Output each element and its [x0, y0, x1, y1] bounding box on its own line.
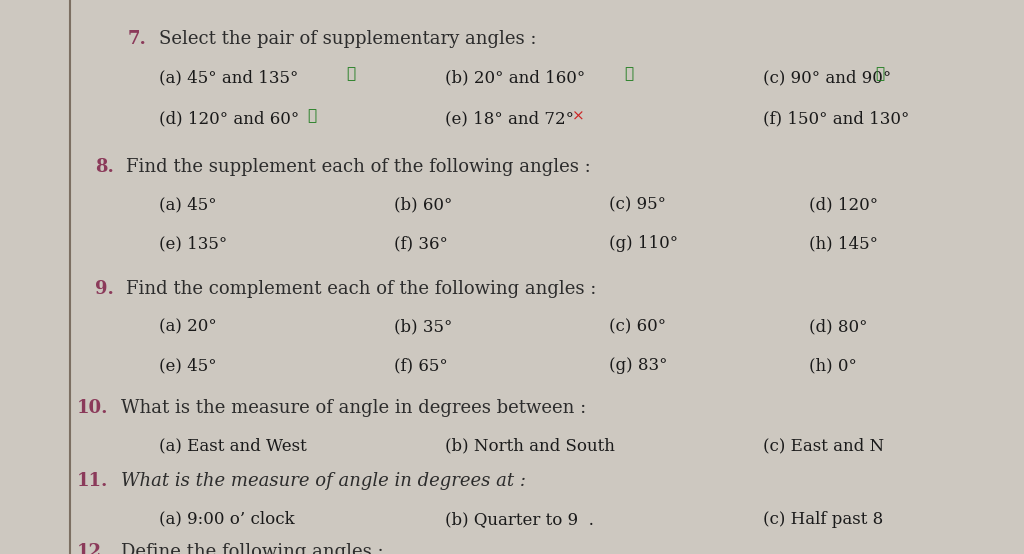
- Text: (c) East and N: (c) East and N: [763, 438, 884, 455]
- Text: (d) 120° and 60°: (d) 120° and 60°: [159, 111, 299, 128]
- Text: Select the pair of supplementary angles :: Select the pair of supplementary angles …: [159, 30, 537, 48]
- Text: (h) 145°: (h) 145°: [809, 235, 878, 253]
- Text: (c) Half past 8: (c) Half past 8: [763, 511, 883, 528]
- Text: 11.: 11.: [77, 472, 109, 490]
- Text: (f) 150° and 130°: (f) 150° and 130°: [763, 111, 909, 128]
- Text: 8.: 8.: [95, 158, 114, 176]
- Text: (d) 120°: (d) 120°: [809, 197, 879, 214]
- Text: (g) 83°: (g) 83°: [609, 357, 668, 375]
- Text: (e) 45°: (e) 45°: [159, 357, 216, 375]
- Text: (c) 60°: (c) 60°: [609, 319, 667, 336]
- Text: (d) 80°: (d) 80°: [809, 319, 867, 336]
- Text: 9.: 9.: [95, 280, 114, 297]
- Text: 7.: 7.: [128, 30, 146, 48]
- Text: (f) 65°: (f) 65°: [394, 357, 447, 375]
- Text: (g) 110°: (g) 110°: [609, 235, 679, 253]
- Text: (e) 135°: (e) 135°: [159, 235, 227, 253]
- Text: (a) 20°: (a) 20°: [159, 319, 216, 336]
- Text: ✓: ✓: [876, 68, 885, 81]
- Text: (b) Quarter to 9  .: (b) Quarter to 9 .: [445, 511, 594, 528]
- Text: 12.: 12.: [77, 543, 109, 554]
- Text: (a) 45°: (a) 45°: [159, 197, 216, 214]
- Text: (b) 60°: (b) 60°: [394, 197, 453, 214]
- Text: Define the following angles :: Define the following angles :: [121, 543, 383, 554]
- Text: ×: ×: [571, 109, 584, 123]
- Text: What is the measure of angle in degrees between :: What is the measure of angle in degrees …: [121, 399, 586, 417]
- Text: (f) 36°: (f) 36°: [394, 235, 449, 253]
- Text: 10.: 10.: [77, 399, 109, 417]
- Text: (a) 45° and 135°: (a) 45° and 135°: [159, 69, 298, 86]
- Text: What is the measure of angle in degrees at :: What is the measure of angle in degrees …: [121, 472, 526, 490]
- Text: ✓: ✓: [625, 68, 634, 81]
- Text: ✓: ✓: [307, 109, 316, 123]
- Text: (h) 0°: (h) 0°: [809, 357, 857, 375]
- Text: (e) 18° and 72°: (e) 18° and 72°: [445, 111, 574, 128]
- Text: ✓: ✓: [346, 68, 355, 81]
- Text: Find the complement each of the following angles :: Find the complement each of the followin…: [126, 280, 596, 297]
- Text: Find the supplement each of the following angles :: Find the supplement each of the followin…: [126, 158, 591, 176]
- Text: (a) 9:00 o’ clock: (a) 9:00 o’ clock: [159, 511, 294, 528]
- Text: (a) East and West: (a) East and West: [159, 438, 306, 455]
- Text: (b) 35°: (b) 35°: [394, 319, 453, 336]
- Text: (c) 90° and 90°: (c) 90° and 90°: [763, 69, 891, 86]
- Text: (b) 20° and 160°: (b) 20° and 160°: [445, 69, 586, 86]
- Text: (c) 95°: (c) 95°: [609, 197, 667, 214]
- Text: (b) North and South: (b) North and South: [445, 438, 615, 455]
